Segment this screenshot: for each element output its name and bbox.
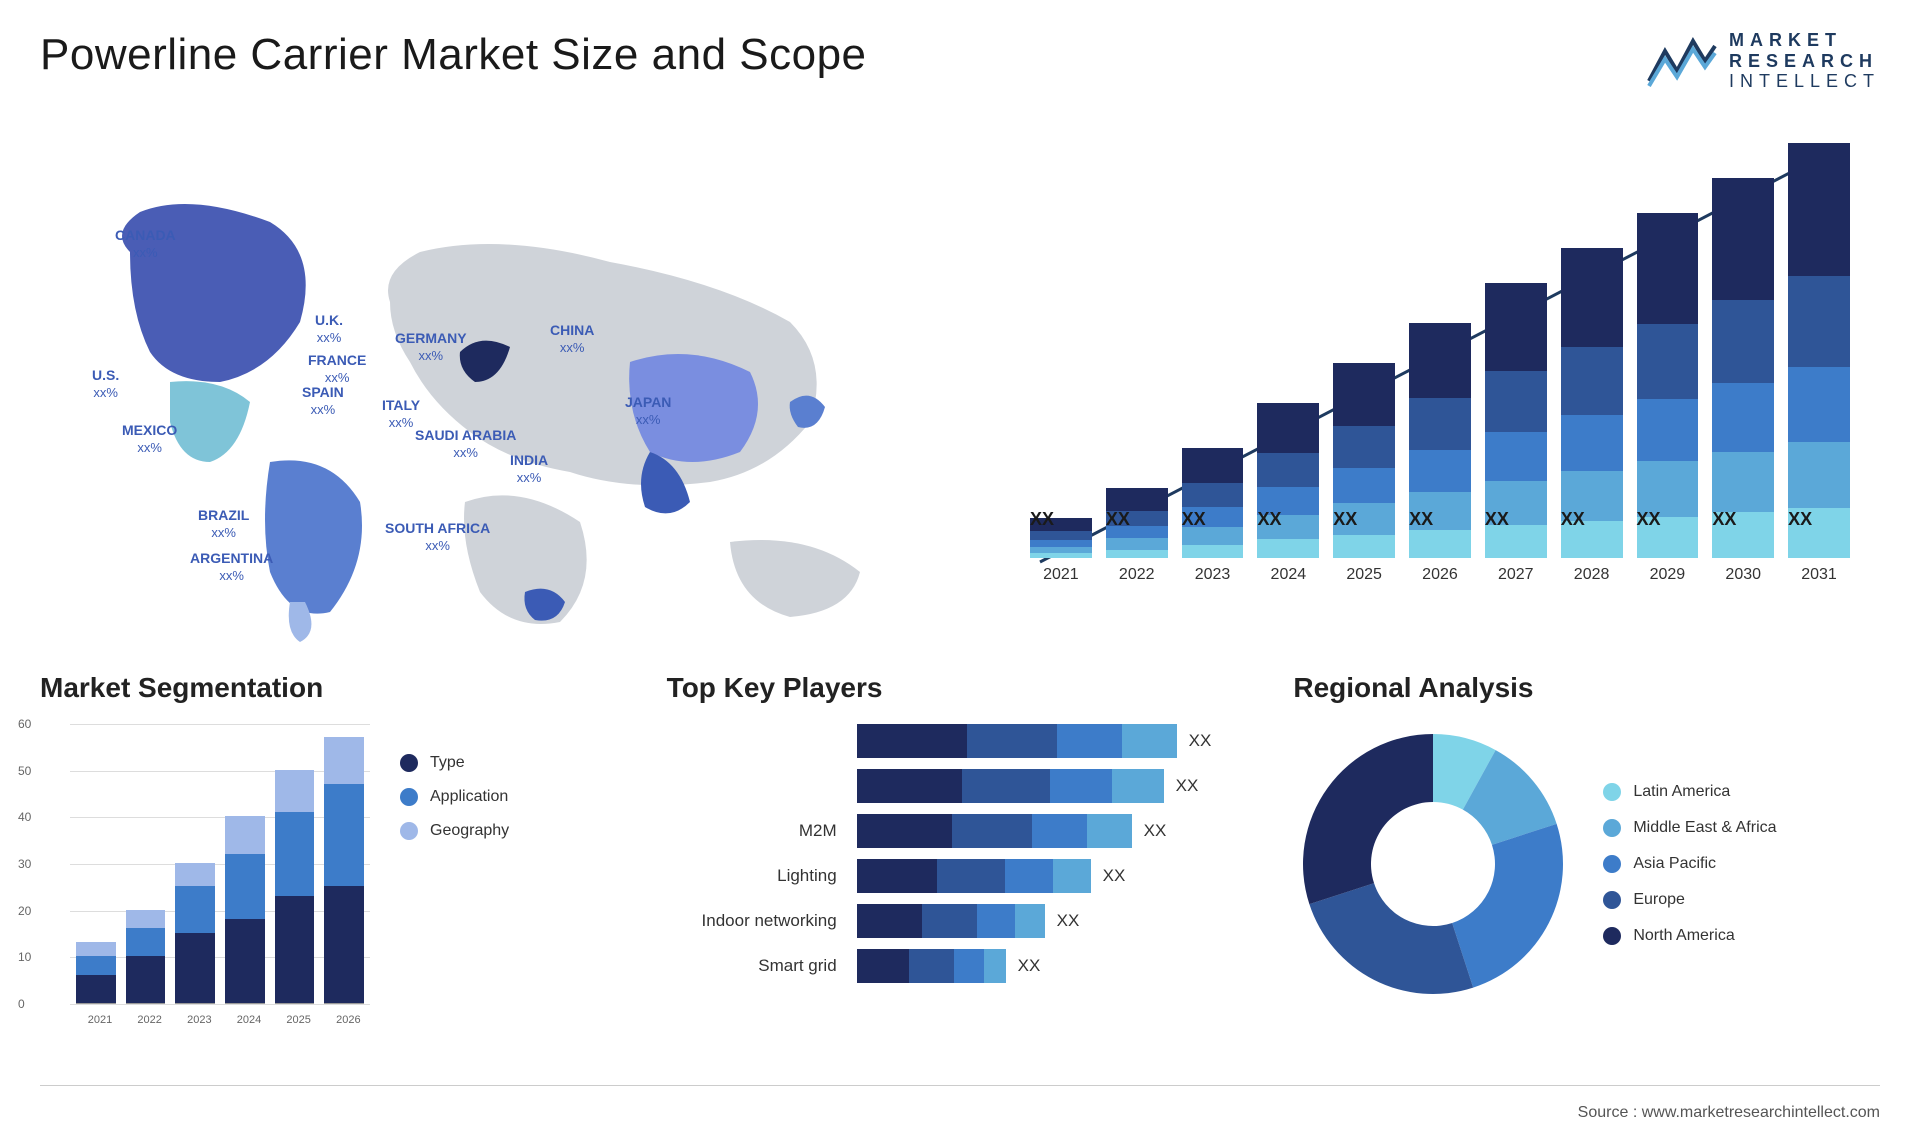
logo-line1: MARKET xyxy=(1729,30,1880,51)
map-label-argentina: ARGENTINAxx% xyxy=(190,550,273,584)
size-bar-2025: XX 2025 xyxy=(1333,363,1395,584)
kp-bar-row: XX xyxy=(857,904,1254,938)
size-year-label: 2021 xyxy=(1043,566,1079,584)
legend-item: Europe xyxy=(1603,891,1776,909)
source-label: Source : www.marketresearchintellect.com xyxy=(1578,1104,1880,1122)
segmentation-chart: 0102030405060202120222023202420252026 xyxy=(40,724,370,1034)
map-label-spain: SPAINxx% xyxy=(302,384,344,418)
size-bar-value: XX xyxy=(1788,509,1812,530)
map-label-mexico: MEXICOxx% xyxy=(122,422,177,456)
map-label-saudi-arabia: SAUDI ARABIAxx% xyxy=(415,427,516,461)
size-bar-2024: XX 2024 xyxy=(1257,403,1319,584)
size-bar-value: XX xyxy=(1409,509,1433,530)
seg-bar-2023 xyxy=(175,863,215,1004)
seg-bar-2024 xyxy=(225,816,265,1004)
logo-icon xyxy=(1647,31,1717,91)
size-year-label: 2026 xyxy=(1422,566,1458,584)
donut-slice-asia-pacific xyxy=(1453,824,1564,988)
map-label-u.k.: U.K.xx% xyxy=(315,312,343,346)
logo-line3: INTELLECT xyxy=(1729,71,1880,92)
size-bar-value: XX xyxy=(1182,509,1206,530)
logo-line2: RESEARCH xyxy=(1729,51,1880,72)
legend-item: Middle East & Africa xyxy=(1603,819,1776,837)
key-players-chart: XX XX XX XX XX XX xyxy=(857,724,1254,987)
size-year-label: 2030 xyxy=(1725,566,1761,584)
market-size-chart: XX2021XX2022XX2023XX2024XX2025XX2026XX20… xyxy=(1000,112,1880,632)
world-map-panel: CANADAxx% U.S.xx%MEXICOxx% BRAZILxx% ARGENT… xyxy=(40,112,960,632)
legend-item: North America xyxy=(1603,927,1776,945)
size-bar-value: XX xyxy=(1485,509,1509,530)
regional-legend: Latin America Middle East & Africa Asia Pa… xyxy=(1603,783,1776,945)
kp-bar-row: XX xyxy=(857,724,1254,758)
size-bar-value: XX xyxy=(1561,509,1585,530)
size-bar-value: XX xyxy=(1030,509,1054,530)
map-label-south-africa: SOUTH AFRICAxx% xyxy=(385,520,490,554)
map-label-china: CHINAxx% xyxy=(550,322,594,356)
size-bar-2021: XX2021 xyxy=(1030,518,1092,584)
key-players-labels: M2M Lighting Indoor networking Smart grid xyxy=(667,724,837,987)
size-year-label: 2028 xyxy=(1574,566,1610,584)
regional-donut-chart xyxy=(1293,724,1573,1004)
page-title: Powerline Carrier Market Size and Scope xyxy=(40,30,867,80)
size-year-label: 2022 xyxy=(1119,566,1155,584)
size-bar-2029: XX 2029 xyxy=(1637,213,1699,584)
size-bar-2030: XX 2030 xyxy=(1712,178,1774,584)
size-year-label: 2031 xyxy=(1801,566,1837,584)
seg-bar-2022 xyxy=(126,910,166,1004)
kp-label: Indoor networking xyxy=(667,904,837,938)
donut-slice-europe xyxy=(1310,883,1474,994)
size-bar-value: XX xyxy=(1637,509,1661,530)
footer-divider xyxy=(40,1085,1880,1086)
map-label-india: INDIAxx% xyxy=(510,452,548,486)
segmentation-title: Market Segmentation xyxy=(40,672,627,704)
legend-item: Application xyxy=(400,788,509,806)
size-bar-2027: XX 2027 xyxy=(1485,283,1547,584)
key-players-title: Top Key Players xyxy=(667,672,1254,704)
map-label-france: FRANCExx% xyxy=(308,352,366,386)
brand-logo: MARKET RESEARCH INTELLECT xyxy=(1647,30,1880,92)
map-label-brazil: BRAZILxx% xyxy=(198,507,249,541)
segmentation-legend: Type Application Geography xyxy=(400,724,509,840)
size-bar-2026: XX 2026 xyxy=(1409,323,1471,584)
legend-item: Type xyxy=(400,754,509,772)
size-bar-2022: XX 2022 xyxy=(1106,488,1168,584)
map-label-japan: JAPANxx% xyxy=(625,394,671,428)
kp-label: Lighting xyxy=(667,859,837,893)
kp-bar-row: XX xyxy=(857,949,1254,983)
size-year-label: 2023 xyxy=(1195,566,1231,584)
legend-item: Asia Pacific xyxy=(1603,855,1776,873)
size-bar-2028: XX 2028 xyxy=(1561,248,1623,584)
seg-bar-2021 xyxy=(76,942,116,1004)
size-bar-value: XX xyxy=(1106,509,1130,530)
key-players-panel: Top Key Players M2M Lighting Indoor networ… xyxy=(667,672,1254,1034)
kp-bar-row: XX xyxy=(857,814,1254,848)
kp-bar-row: XX xyxy=(857,859,1254,893)
map-label-germany: GERMANYxx% xyxy=(395,330,467,364)
size-bar-2031: XX 2031 xyxy=(1788,143,1850,584)
size-bar-2023: XX 2023 xyxy=(1182,448,1244,584)
size-bar-value: XX xyxy=(1333,509,1357,530)
legend-item: Geography xyxy=(400,822,509,840)
segmentation-panel: Market Segmentation 01020304050602021202… xyxy=(40,672,627,1034)
size-bar-value: XX xyxy=(1257,509,1281,530)
world-map xyxy=(40,122,960,642)
regional-panel: Regional Analysis Latin America Middle Ea… xyxy=(1293,672,1880,1034)
donut-slice-north-america xyxy=(1303,734,1433,904)
size-year-label: 2024 xyxy=(1271,566,1307,584)
kp-label: M2M xyxy=(667,814,837,848)
kp-label: Smart grid xyxy=(667,949,837,983)
size-bar-value: XX xyxy=(1712,509,1736,530)
size-year-label: 2027 xyxy=(1498,566,1534,584)
map-label-u.s.: U.S.xx% xyxy=(92,367,119,401)
map-label-canada: CANADAxx% xyxy=(115,227,176,261)
seg-bar-2026 xyxy=(324,737,364,1004)
regional-title: Regional Analysis xyxy=(1293,672,1880,704)
kp-bar-row: XX xyxy=(857,769,1254,803)
map-label-italy: ITALYxx% xyxy=(382,397,420,431)
size-year-label: 2029 xyxy=(1650,566,1686,584)
legend-item: Latin America xyxy=(1603,783,1776,801)
seg-bar-2025 xyxy=(275,770,315,1004)
size-year-label: 2025 xyxy=(1346,566,1382,584)
